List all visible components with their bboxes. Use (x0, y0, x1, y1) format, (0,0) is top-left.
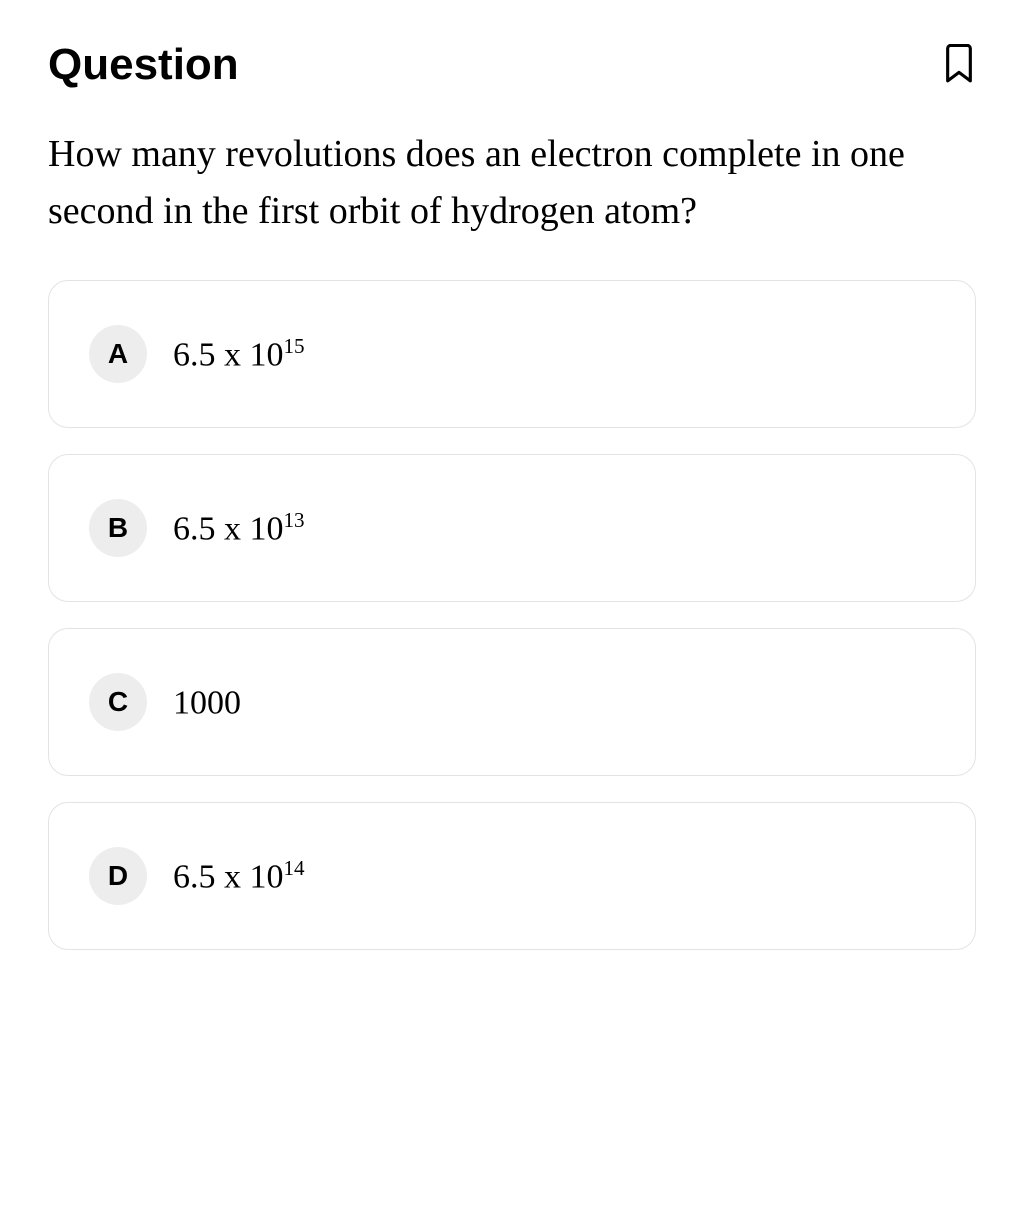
option-b[interactable]: B 6.5 x 1013 (48, 454, 976, 602)
option-text: 6.5 x 1013 (173, 508, 305, 548)
option-text: 6.5 x 1015 (173, 334, 305, 374)
option-text: 1000 (173, 682, 241, 722)
option-letter: B (89, 499, 147, 557)
bookmark-icon[interactable] (942, 44, 976, 86)
page-title: Question (48, 40, 239, 90)
option-c[interactable]: C 1000 (48, 628, 976, 776)
question-text: How many revolutions does an electron co… (48, 126, 976, 240)
option-letter: C (89, 673, 147, 731)
options-list: A 6.5 x 1015 B 6.5 x 1013 C 1000 D 6.5 x… (48, 280, 976, 950)
option-letter: D (89, 847, 147, 905)
option-text: 6.5 x 1014 (173, 856, 305, 896)
question-header: Question (48, 40, 976, 90)
option-a[interactable]: A 6.5 x 1015 (48, 280, 976, 428)
option-d[interactable]: D 6.5 x 1014 (48, 802, 976, 950)
option-letter: A (89, 325, 147, 383)
